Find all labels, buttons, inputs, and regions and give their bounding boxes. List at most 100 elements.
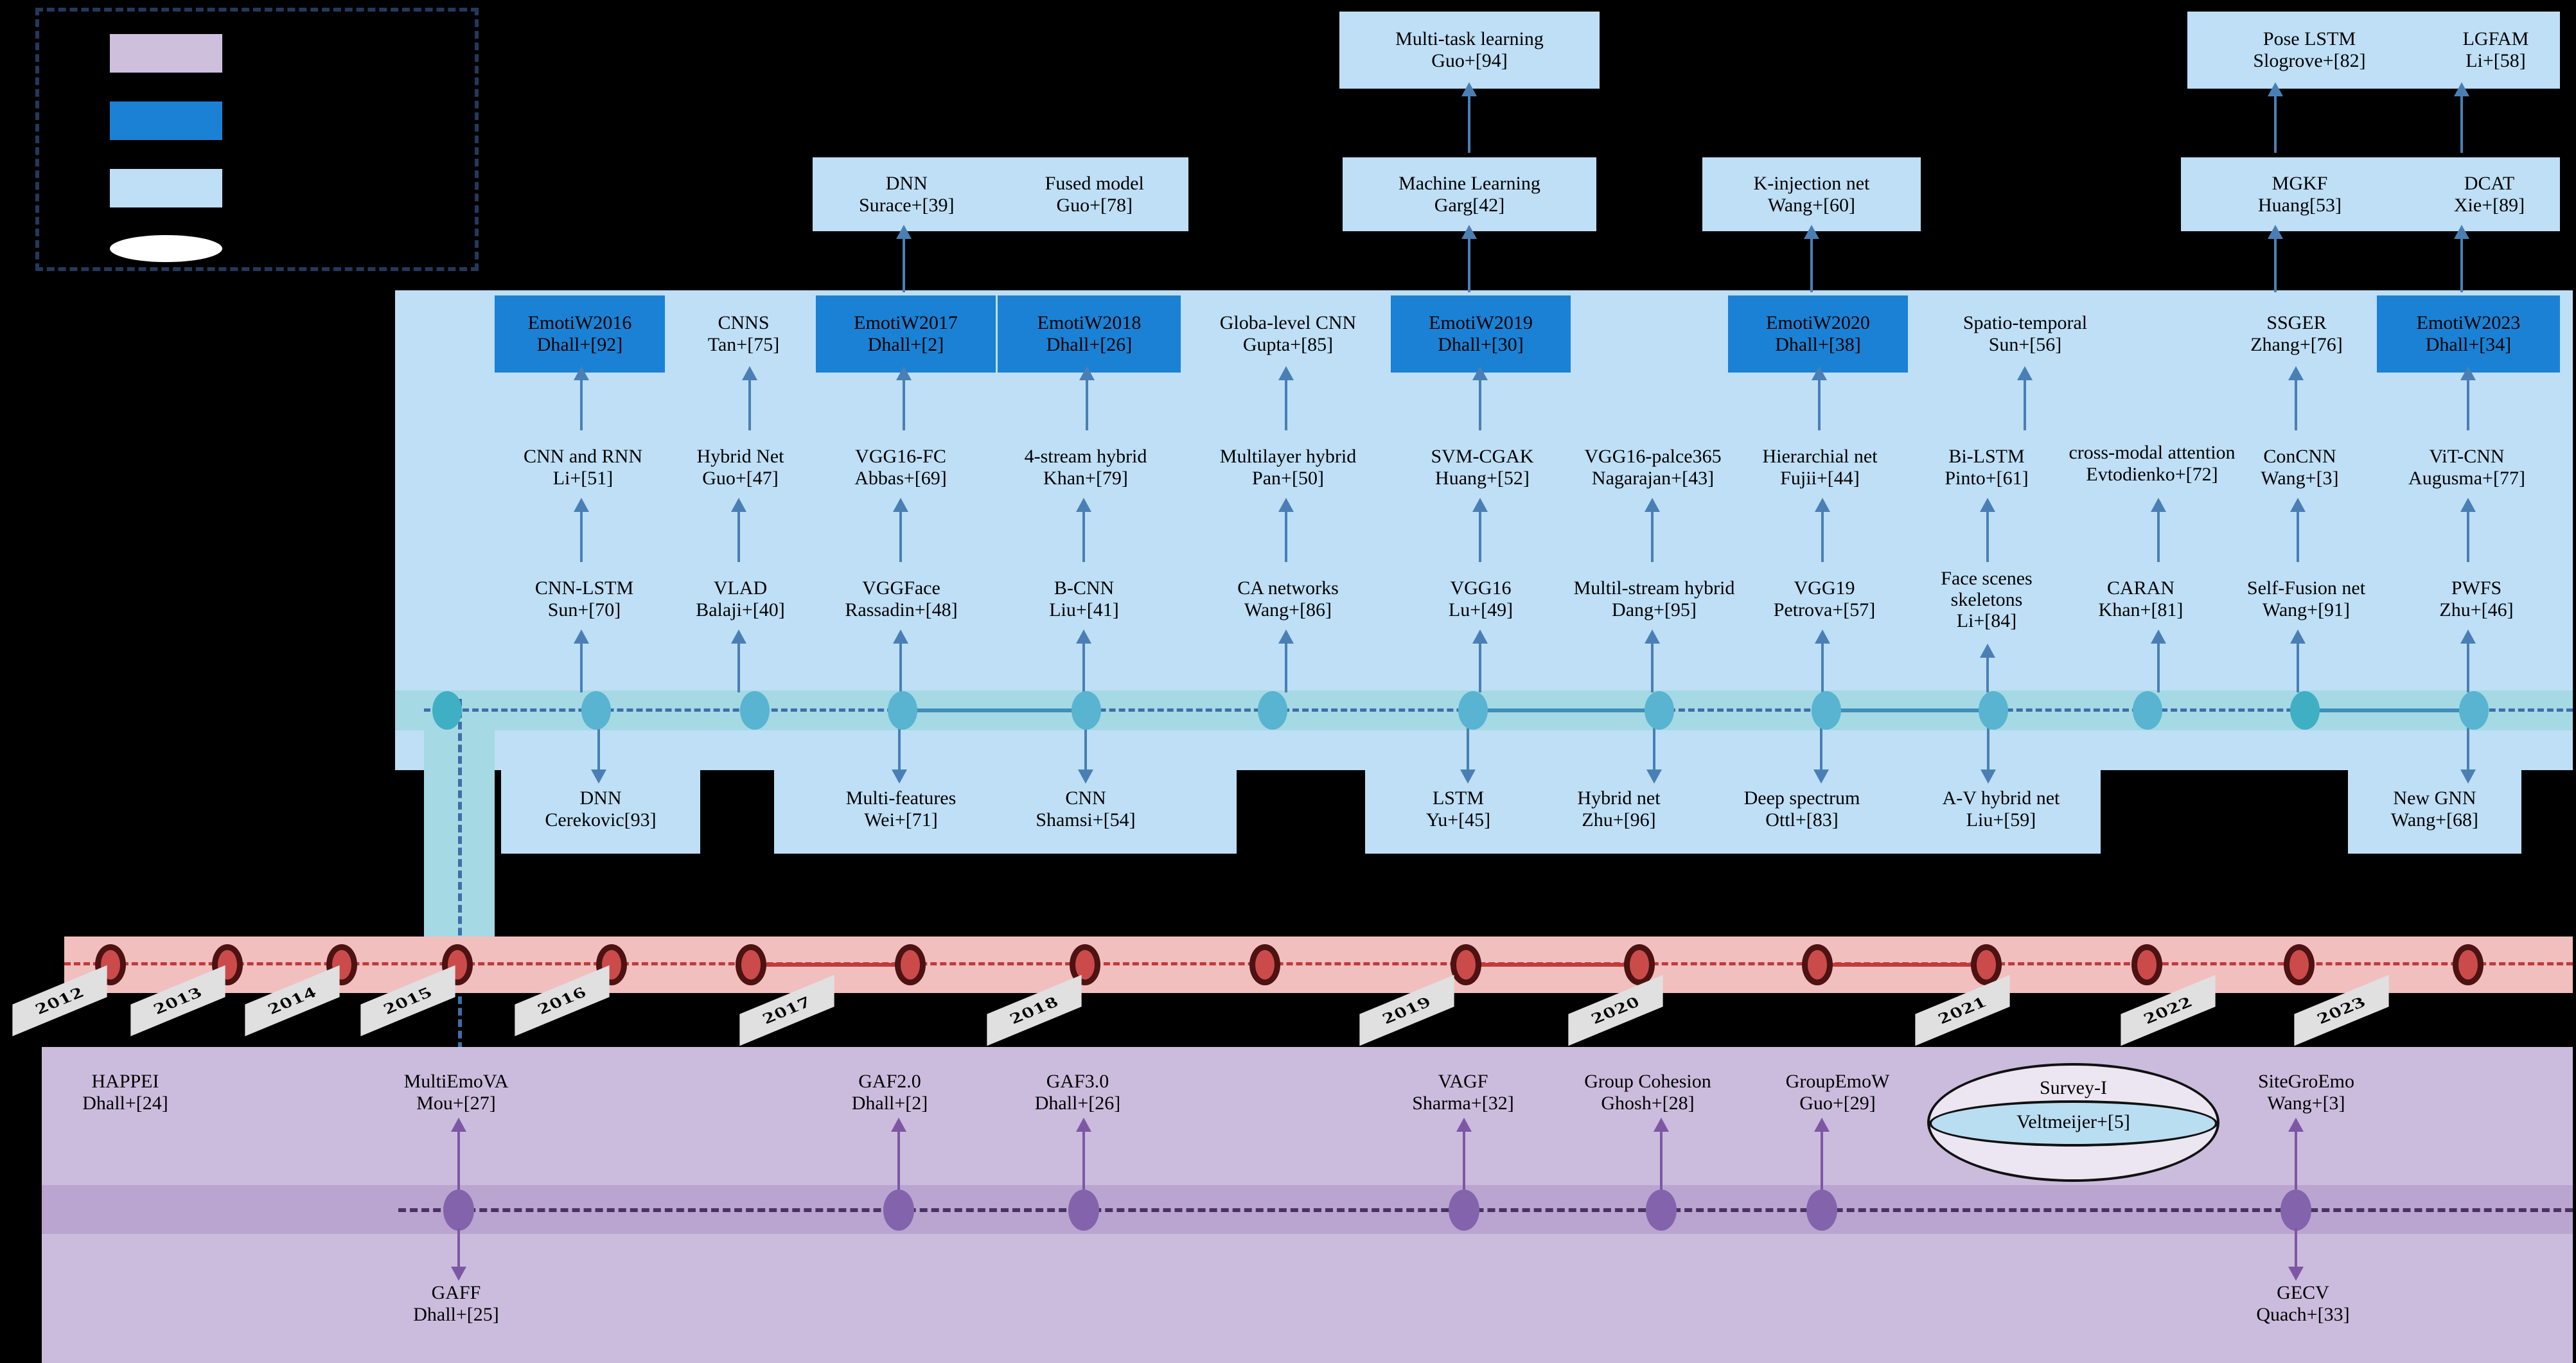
node-av-hybrid-net[interactable]: A-V hybrid net Liu+[59]: [1901, 771, 2101, 848]
node-vlad[interactable]: VLAD Balaji+[40]: [668, 565, 813, 633]
method-timeline-node[interactable]: [2459, 691, 2489, 730]
node-cnns[interactable]: CNNS Tan+[75]: [678, 295, 809, 373]
node-ref: Dhall+[34]: [2425, 334, 2512, 355]
arrow-down: [451, 1228, 466, 1281]
arrow-up: [1814, 1118, 1830, 1190]
node-dnn-fused[interactable]: DNN Surace+[39] Fused model Guo+[78]: [813, 157, 1188, 231]
year-node[interactable]: [1451, 944, 1481, 985]
year-node[interactable]: [2131, 944, 2162, 985]
dataset-group-cohesion[interactable]: Group Cohesion Ghosh+[28]: [1548, 1059, 1747, 1126]
node-caran[interactable]: CARAN Khan+[81]: [2065, 565, 2216, 633]
node-vgg16-palce365[interactable]: VGG16-palce365 Nagarajan+[43]: [1547, 434, 1759, 501]
node-emotiw2018[interactable]: EmotiW2018 Dhall+[26]: [998, 295, 1181, 373]
dataset-node[interactable]: [443, 1190, 474, 1231]
node-ref: Evtodienko+[72]: [2086, 464, 2218, 485]
node-dnn-cerekovic[interactable]: DNN Cerekovic[93]: [504, 771, 697, 848]
arrow-up: [1456, 1118, 1472, 1190]
year-node[interactable]: [1802, 944, 1833, 985]
node-emotiw2023[interactable]: EmotiW2023 Dhall+[34]: [2377, 295, 2560, 373]
node-svm-cgak[interactable]: SVM-CGAK Huang+[52]: [1391, 434, 1574, 501]
node-hierarchial-net[interactable]: Hierarchial net Fujii+[44]: [1730, 434, 1910, 501]
node-new-gnn[interactable]: New GNN Wang+[68]: [2351, 771, 2518, 848]
node-emotiw2019[interactable]: EmotiW2019 Dhall+[30]: [1391, 295, 1571, 373]
dataset-node[interactable]: [1646, 1190, 1677, 1231]
dataset-sitegroemo[interactable]: SiteGroEmo Wang+[3]: [2210, 1059, 2403, 1126]
dataset-node[interactable]: [1449, 1190, 1479, 1231]
node-4-stream-hybrid[interactable]: 4-stream hybrid Khan+[79]: [992, 434, 1179, 501]
node-multi-task-learning[interactable]: Multi-task learning Guo+[94]: [1339, 12, 1600, 89]
node-face-scenes-skeletons[interactable]: Face scenes skeletons Li+[84]: [1911, 551, 2062, 647]
node-vgg16-fc[interactable]: VGG16-FC Abbas+[69]: [811, 434, 991, 501]
node-multilayer-hybrid[interactable]: Multilayer hybrid Pan+[50]: [1185, 434, 1391, 501]
dataset-node[interactable]: [1068, 1190, 1099, 1231]
dataset-gecv[interactable]: GECV Quach+[33]: [2200, 1269, 2406, 1339]
node-vggface[interactable]: VGGFace Rassadin+[48]: [808, 565, 994, 633]
node-mgkf-dcat[interactable]: MGKF Huang[53] DCAT Xie+[89]: [2181, 157, 2560, 231]
year-node[interactable]: [442, 944, 473, 985]
node-emotiw2020[interactable]: EmotiW2020 Dhall+[38]: [1728, 295, 1908, 373]
method-timeline-node[interactable]: [581, 691, 611, 730]
dataset-gaff[interactable]: GAFF Dhall+[25]: [353, 1269, 559, 1339]
node-vgg16[interactable]: VGG16 Lu+[49]: [1407, 565, 1555, 633]
method-timeline-node[interactable]: [432, 691, 462, 730]
method-timeline-node[interactable]: [1979, 691, 2008, 730]
node-b-cnn[interactable]: B-CNN Liu+[41]: [1009, 565, 1160, 633]
dataset-node[interactable]: [1806, 1190, 1837, 1231]
method-timeline-node[interactable]: [1812, 691, 1841, 730]
arrow-up: [1278, 629, 1294, 692]
node-cnn-shamsi[interactable]: CNN Shamsi+[54]: [1002, 771, 1169, 848]
node-globa-level-cnn[interactable]: Globa-level CNN Gupta+[85]: [1185, 295, 1391, 373]
node-hybrid-net-zhu[interactable]: Hybrid net Zhu+[96]: [1535, 771, 1702, 848]
method-timeline-node[interactable]: [888, 691, 917, 730]
method-timeline-segment: [1821, 708, 1995, 712]
method-timeline-node[interactable]: [1072, 691, 1101, 730]
node-ref: Tan+[75]: [707, 334, 780, 355]
year-node[interactable]: [736, 944, 766, 985]
method-timeline-node[interactable]: [1645, 691, 1674, 730]
node-cross-modal-attention[interactable]: cross-modal attention Evtodienko+[72]: [2052, 419, 2252, 509]
node-deep-spectrum[interactable]: Deep spectrum Ottl+[83]: [1702, 771, 1901, 848]
dataset-vagf[interactable]: VAGF Sharma+[32]: [1381, 1059, 1545, 1126]
method-timeline-node[interactable]: [2290, 691, 2320, 730]
dataset-gaf20[interactable]: GAF2.0 Dhall+[2]: [806, 1059, 973, 1126]
method-timeline-node[interactable]: [2133, 691, 2162, 730]
node-cnn-and-rnn[interactable]: CNN and RNN Li+[51]: [498, 434, 668, 501]
node-k-injection-net[interactable]: K-injection net Wang+[60]: [1702, 157, 1921, 231]
year-node[interactable]: [1971, 944, 2002, 985]
year-node[interactable]: [2453, 944, 2483, 985]
survey-sphere[interactable]: Survey-I Veltmeijer+[5]: [1927, 1063, 2219, 1182]
year-node[interactable]: [1249, 944, 1280, 985]
dataset-groupemow[interactable]: GroupEmoW Guo+[29]: [1746, 1059, 1929, 1126]
dataset-happei[interactable]: HAPPEI Dhall+[24]: [19, 1059, 231, 1126]
node-emotiw2016[interactable]: EmotiW2016 Dhall+[92]: [495, 295, 665, 373]
node-machine-learning[interactable]: Machine Learning Garg[42]: [1343, 157, 1596, 231]
dataset-multiemova[interactable]: MultiEmoVA Mou+[27]: [350, 1059, 562, 1126]
node-vit-cnn[interactable]: ViT-CNN Augusma+[77]: [2370, 434, 2563, 501]
year-node[interactable]: [1070, 944, 1100, 985]
node-pose-lstm-lgfam[interactable]: Pose LSTM Slogrove+[82] LGFAM Li+[58]: [2187, 12, 2560, 89]
node-vgg19[interactable]: VGG19 Petrova+[57]: [1741, 565, 1908, 633]
node-title: LSTM: [1432, 787, 1484, 809]
method-timeline-node[interactable]: [1458, 691, 1488, 730]
node-hybrid-net[interactable]: Hybrid Net Guo+[47]: [671, 434, 809, 501]
year-node[interactable]: [895, 944, 926, 985]
method-timeline-node[interactable]: [740, 691, 770, 730]
year-node[interactable]: [2284, 944, 2315, 985]
node-ca-networks[interactable]: CA networks Wang+[86]: [1192, 565, 1384, 633]
method-timeline-node[interactable]: [1258, 691, 1287, 730]
node-ssger[interactable]: SSGER Zhang+[76]: [2216, 295, 2377, 373]
node-lstm-yu[interactable]: LSTM Yu+[45]: [1381, 771, 1535, 848]
node-emotiw2017[interactable]: EmotiW2017 Dhall+[2]: [816, 295, 996, 373]
node-multil-stream-hybrid[interactable]: Multil-stream hybrid Dang+[95]: [1542, 565, 1767, 633]
year-node[interactable]: [1624, 944, 1655, 985]
dataset-node[interactable]: [2280, 1190, 2311, 1231]
node-spatio-temporal[interactable]: Spatio-temporal Sun+[56]: [1911, 295, 2139, 373]
dataset-gaf30[interactable]: GAF3.0 Dhall+[26]: [992, 1059, 1163, 1126]
node-bi-lstm[interactable]: Bi-LSTM Pinto+[61]: [1914, 434, 2059, 501]
node-concnn[interactable]: ConCNN Wang+[3]: [2229, 434, 2370, 501]
node-multi-features[interactable]: Multi-features Wei+[71]: [803, 771, 999, 848]
node-self-fusion-net[interactable]: Self-Fusion net Wang+[91]: [2210, 565, 2403, 633]
node-cnn-lstm[interactable]: CNN-LSTM Sun+[70]: [502, 565, 666, 633]
node-pwfs[interactable]: PWFS Zhu+[46]: [2403, 565, 2550, 633]
dataset-node[interactable]: [883, 1190, 914, 1231]
